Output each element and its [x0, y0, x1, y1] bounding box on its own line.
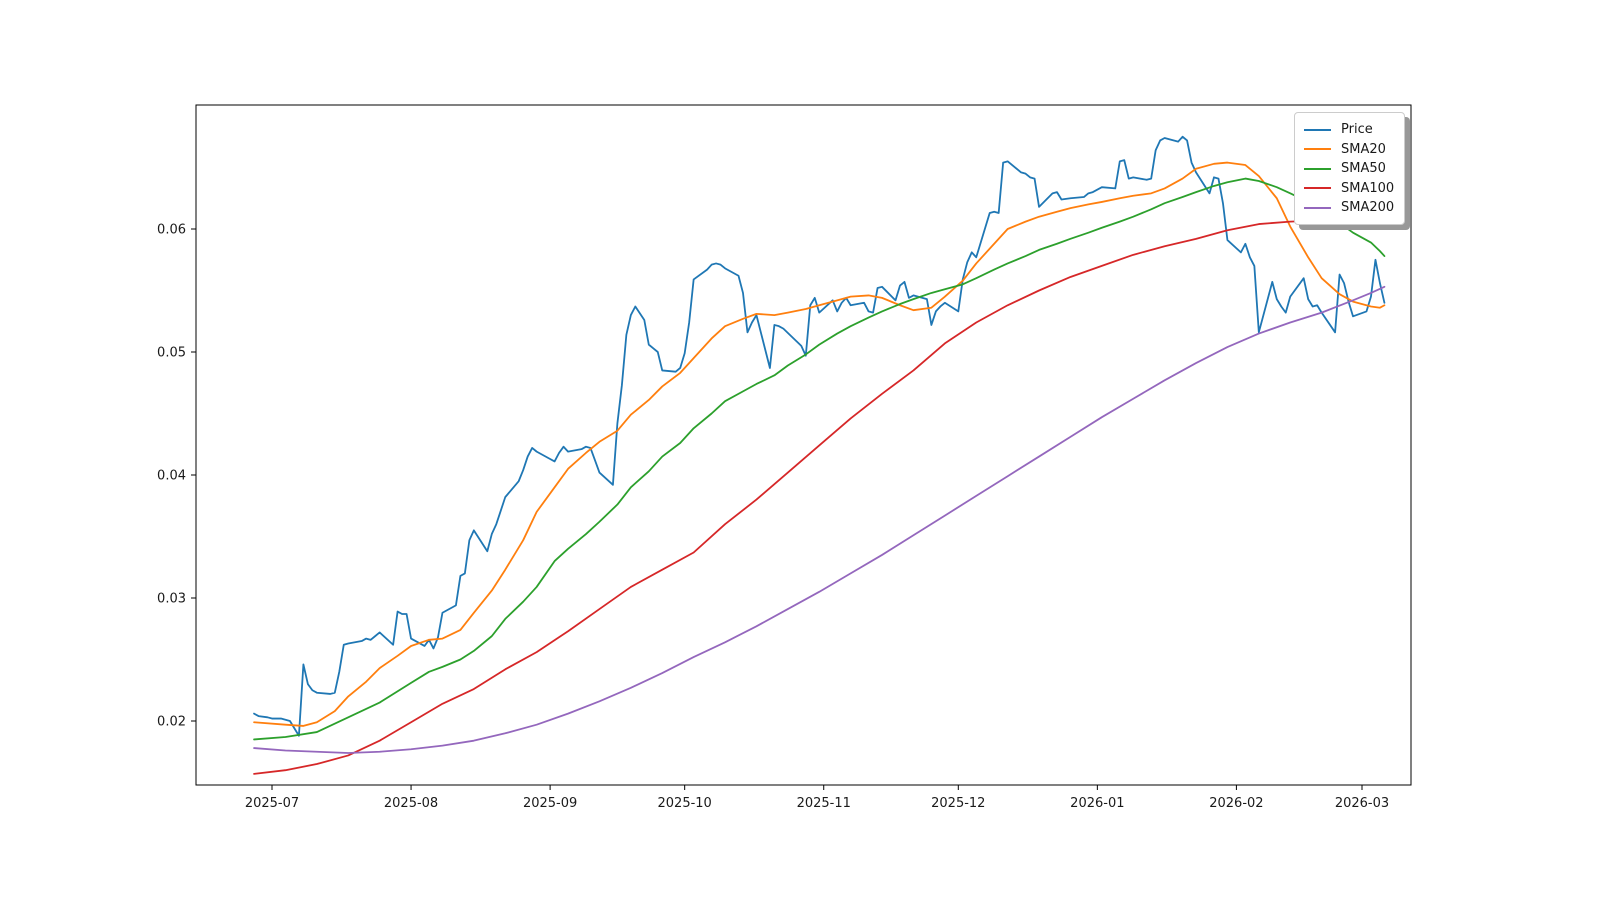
y-tick-label: 0.03 — [157, 592, 186, 607]
series-line-sma100 — [253, 219, 1386, 775]
x-tick-label: 2025-10 — [658, 796, 712, 811]
y-tick-label: 0.04 — [157, 469, 186, 484]
legend-label: Price — [1341, 122, 1373, 138]
legend-line-sample — [1304, 128, 1331, 131]
series-line-sma50 — [253, 177, 1386, 741]
legend-line-sample — [1304, 148, 1331, 151]
legend-item-sma200: SMA200 — [1304, 198, 1394, 218]
legend: Price SMA20 SMA50 SMA100 SMA200 — [1294, 112, 1406, 225]
legend-item-sma100: SMA100 — [1304, 179, 1394, 199]
y-tick-label: 0.05 — [157, 346, 186, 361]
x-tick-label: 2025-11 — [797, 796, 851, 811]
legend-label: SMA50 — [1341, 161, 1386, 177]
legend-item-sma20: SMA20 — [1304, 140, 1394, 160]
legend-label: SMA200 — [1341, 200, 1395, 216]
x-tick-label: 2026-02 — [1209, 796, 1263, 811]
legend-item-sma50: SMA50 — [1304, 159, 1394, 179]
y-tick-label: 0.02 — [157, 715, 186, 730]
x-tick-label: 2025-08 — [384, 796, 438, 811]
x-tick-label: 2026-03 — [1335, 796, 1389, 811]
legend-line-sample — [1304, 187, 1331, 190]
series-line-price — [253, 135, 1386, 737]
legend-item-price: Price — [1304, 120, 1394, 140]
x-tick-label: 2025-09 — [523, 796, 577, 811]
x-tick-label: 2025-07 — [245, 796, 299, 811]
y-tick-label: 0.06 — [157, 223, 186, 238]
legend-line-sample — [1304, 167, 1331, 170]
series-line-sma20 — [253, 161, 1386, 727]
legend-line-sample — [1304, 206, 1331, 209]
x-tick-label: 2026-01 — [1070, 796, 1124, 811]
legend-label: SMA20 — [1341, 141, 1386, 157]
plot-frame — [195, 104, 1412, 786]
legend-label: SMA100 — [1341, 180, 1395, 196]
series-line-sma200 — [253, 285, 1386, 754]
x-tick-label: 2025-12 — [931, 796, 985, 811]
